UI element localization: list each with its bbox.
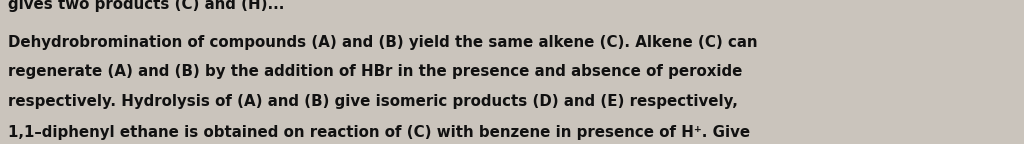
- Text: regenerate (A) and (B) by the addition of HBr in the presence and absence of per: regenerate (A) and (B) by the addition o…: [8, 64, 742, 79]
- Text: 1,1–diphenyl ethane is obtained on reaction of (C) with benzene in presence of H: 1,1–diphenyl ethane is obtained on react…: [8, 125, 751, 140]
- Text: gives two products (C) and (H)...: gives two products (C) and (H)...: [8, 0, 285, 12]
- Text: Dehydrobromination of compounds (A) and (B) yield the same alkene (C). Alkene (C: Dehydrobromination of compounds (A) and …: [8, 35, 758, 50]
- Text: respectively. Hydrolysis of (A) and (B) give isomeric products (D) and (E) respe: respectively. Hydrolysis of (A) and (B) …: [8, 94, 738, 109]
